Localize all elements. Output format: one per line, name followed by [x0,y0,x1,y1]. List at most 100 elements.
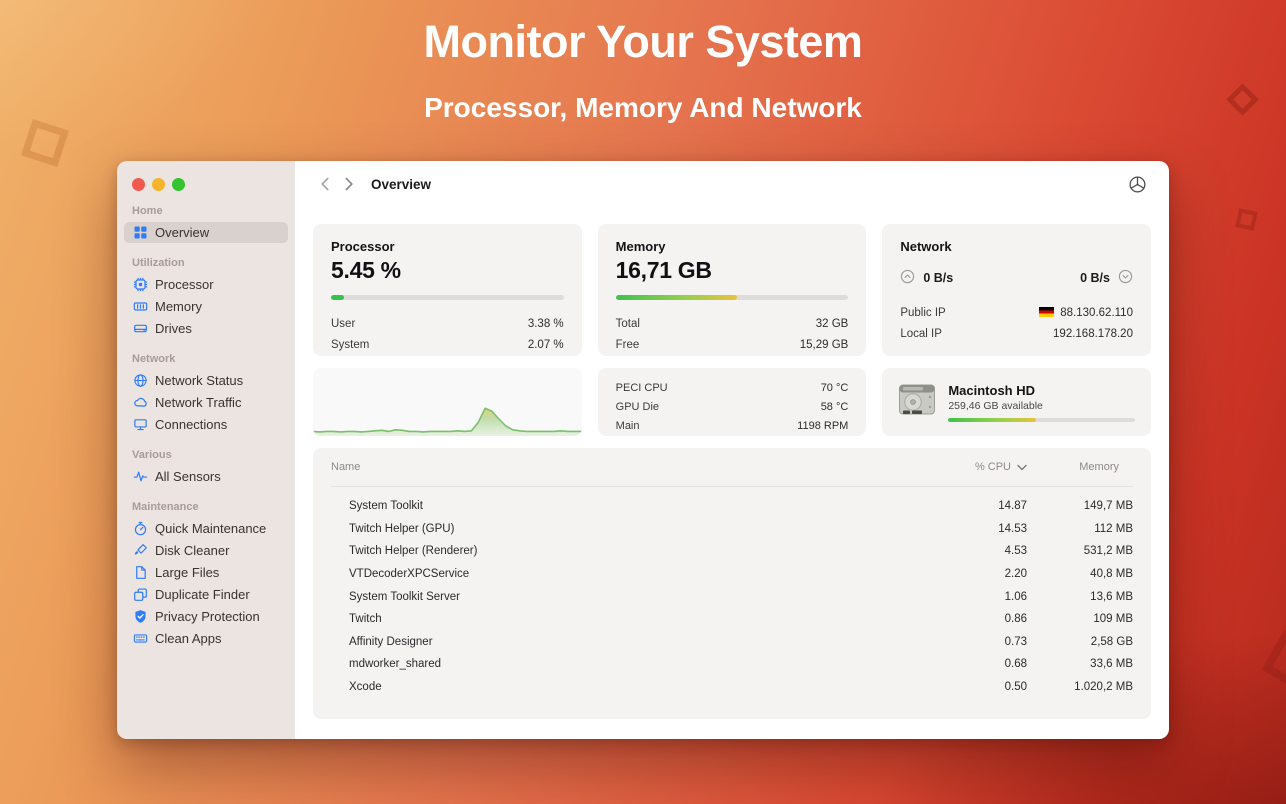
memory-usage-value: 16,71 GB [615,257,712,283]
sidebar-item-processor[interactable]: Processor [124,274,288,295]
sidebar-item-connections[interactable]: Connections [124,414,288,435]
close-window-button[interactable] [132,178,145,191]
sidebar-item-label: Overview [155,225,210,240]
sidebar-section-network: Network [132,353,176,365]
sidebar-item-label: Clean Apps [155,631,222,646]
sidebar-item-drives[interactable]: Drives [124,318,288,339]
card-title: Processor [331,239,395,254]
cpu-history-sparkline [313,407,582,436]
table-row[interactable]: System Toolkit 14.87 149,7 MB [349,500,1133,513]
pulse-icon [132,469,148,485]
shield-check-icon [132,609,148,625]
sidebar-item-duplicate-finder[interactable]: Duplicate Finder [124,584,288,605]
stopwatch-icon [132,521,148,537]
sidebar-item-privacy-protection[interactable]: Privacy Protection [124,606,288,627]
globe-icon [132,373,148,389]
hero-banner: Monitor Your System Processor, Memory An… [0,0,1286,124]
table-row[interactable]: System Toolkit Server 1.06 13,6 MB [349,590,1133,603]
hero-title: Monitor Your System [423,16,863,67]
stat-row: User 3.38 % [331,317,564,330]
sidebar-item-disk-cleaner[interactable]: Disk Cleaner [124,540,288,561]
sidebar-item-overview[interactable]: Overview [124,222,288,243]
main-panel: Overview Processor 5.45 % User 3.38 % Sys… [295,161,1169,739]
table-row[interactable]: Xcode 0.50 1.020,2 MB [349,681,1133,694]
toolbar: Overview [295,161,1169,207]
zoom-window-button[interactable] [172,178,185,191]
sidebar-item-label: Disk Cleaner [155,543,230,558]
processor-usage-value: 5.45 % [331,257,401,283]
sidebar-item-quick-maintenance[interactable]: Quick Maintenance [124,518,288,539]
hero-subtitle: Processor, Memory And Network [424,92,862,123]
memory-progress-bar [615,295,849,300]
keyboard-icon [132,631,148,647]
sidebar-item-label: Large Files [155,565,220,580]
germany-flag-icon [1039,306,1055,317]
back-button[interactable] [315,174,333,194]
sidebar: Home Overview Utilization Processor Memo… [117,161,295,739]
table-row[interactable]: Affinity Designer 0.73 2,58 GB [349,635,1133,648]
deco-diamond [1235,208,1258,231]
stat-row: System 2.07 % [331,338,564,351]
table-row[interactable]: Twitch 0.86 109 MB [349,613,1133,626]
sidebar-section-maintenance: Maintenance [132,501,199,513]
settings-icon[interactable] [1127,174,1147,194]
table-row[interactable]: Twitch Helper (GPU) 14.53 112 MB [349,522,1133,535]
stat-row: Free 15,29 GB [615,338,849,351]
network-card: Network 0 B/s 0 B/s Public IP [882,224,1151,356]
window-controls [117,178,295,191]
sidebar-item-all-sensors[interactable]: All Sensors [124,466,288,487]
upload-speed: 0 B/s [923,271,954,285]
document-icon [132,565,148,581]
sidebar-item-clean-apps[interactable]: Clean Apps [124,628,288,649]
sidebar-item-label: Processor [155,277,214,292]
processor-progress-fill [331,295,344,300]
download-speed: 0 B/s [1080,271,1110,285]
grid-icon [132,225,148,241]
deco-diamond [21,119,69,167]
cpu-icon [132,277,148,293]
memory-card: Memory 16,71 GB Total 32 GB Free 15,29 GB [597,224,867,356]
processor-progress-bar [331,295,564,300]
cloud-icon [132,395,148,411]
disk-name: Macintosh HD [948,382,1035,398]
sidebar-item-label: Connections [155,417,228,432]
sidebar-section-various: Various [132,449,172,461]
sensor-row: GPU Die 58 °C [615,400,849,413]
drive-icon [132,321,148,337]
sidebar-item-large-files[interactable]: Large Files [124,562,288,583]
disk-card: Macintosh HD 259,46 GB available [882,368,1151,436]
display-icon [132,417,148,433]
app-window: Home Overview Utilization Processor Memo… [117,161,1169,739]
sidebar-item-label: Network Status [155,373,244,388]
sensor-row: Main 1198 RPM [615,419,849,432]
card-title: Network [900,239,952,254]
column-header-cpu[interactable]: % CPU [931,461,1027,473]
deco-diamond [1261,629,1286,693]
minimize-window-button[interactable] [152,178,165,191]
download-circle-icon [1118,269,1133,287]
column-header-memory[interactable]: Memory [1079,461,1119,473]
sidebar-item-label: Memory [155,299,202,314]
stat-row: Total 32 GB [615,317,849,330]
memory-progress-fill [615,295,737,300]
stat-row: Local IP 192.168.178.20 [900,327,1133,340]
forward-button[interactable] [340,174,358,194]
brush-icon [132,543,148,559]
table-row[interactable]: mdworker_shared 0.68 33,6 MB [349,658,1133,671]
overview-content: Processor 5.45 % User 3.38 % System 2.07 %… [295,207,1169,719]
processor-card: Processor 5.45 % User 3.38 % System 2.07 % [313,224,582,356]
table-row[interactable]: VTDecoderXPCService 2.20 40,8 MB [349,568,1133,581]
column-header-name[interactable]: Name [331,461,361,473]
sidebar-item-label: Privacy Protection [155,609,260,624]
sort-chevron-down-icon [1017,464,1027,470]
page-title: Overview [371,176,432,192]
sidebar-item-label: All Sensors [155,469,221,484]
public-ip: 88.130.62.110 [1060,306,1133,319]
upload-circle-icon [900,269,915,287]
table-row[interactable]: Twitch Helper (Renderer) 4.53 531,2 MB [349,545,1133,558]
sidebar-item-memory[interactable]: Memory [124,296,288,317]
disk-progress-bar [948,417,1135,422]
sidebar-item-label: Network Traffic [155,395,242,410]
sidebar-item-network-traffic[interactable]: Network Traffic [124,392,288,413]
sidebar-item-network-status[interactable]: Network Status [124,370,288,391]
